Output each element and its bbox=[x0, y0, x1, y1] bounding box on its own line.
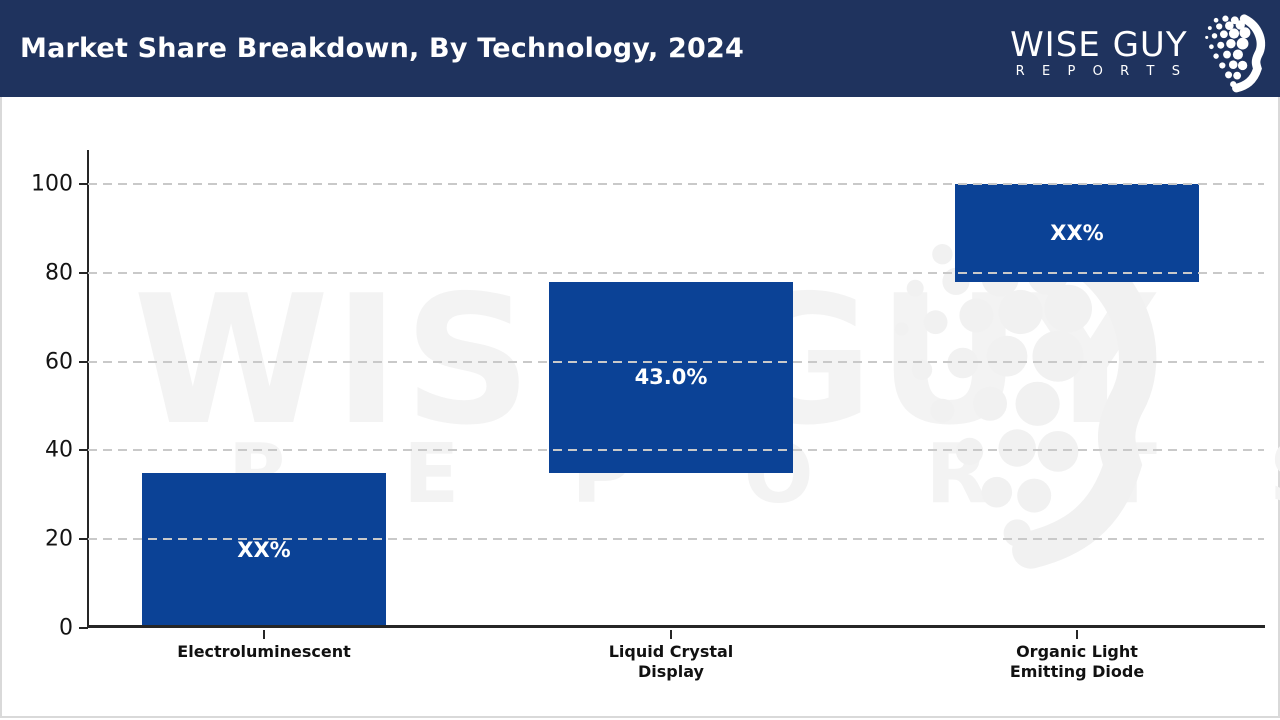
x-category-label-0: Electroluminescent bbox=[177, 642, 350, 662]
gridline-100 bbox=[88, 183, 1264, 185]
x-category-label-line: Electroluminescent bbox=[177, 642, 351, 661]
bar-value-label-2: XX% bbox=[1050, 220, 1104, 245]
y-tick-label-60: 60 bbox=[45, 349, 73, 375]
x-category-label-line: Organic Light bbox=[1016, 642, 1138, 661]
x-tick-mark-2 bbox=[1076, 630, 1078, 639]
y-tick-mark-20 bbox=[79, 538, 88, 541]
gridline-40 bbox=[88, 449, 1264, 452]
x-category-label-line: Emitting Diode bbox=[1009, 662, 1145, 681]
x-tick-mark-0 bbox=[263, 630, 265, 639]
x-category-label-line: Display bbox=[638, 662, 704, 681]
header-band: Market Share Breakdown, By Technology, 2… bbox=[0, 0, 1280, 97]
x-axis-line bbox=[87, 625, 1265, 628]
y-axis-line bbox=[87, 150, 89, 628]
gridline-60 bbox=[88, 360, 1264, 363]
y-tick-mark-0 bbox=[79, 627, 88, 629]
bar-value-label-0: XX% bbox=[237, 538, 291, 563]
bar-value-label-1: 43.0% bbox=[634, 365, 708, 390]
y-tick-mark-40 bbox=[79, 449, 88, 452]
x-category-label-1: Liquid Crystal Display bbox=[609, 642, 734, 682]
x-tick-mark-1 bbox=[670, 630, 672, 639]
y-tick-label-40: 40 bbox=[45, 437, 73, 463]
y-tick-mark-80 bbox=[79, 271, 88, 274]
brand-logo: WISE GUY R E P O R T S bbox=[1006, 6, 1266, 93]
y-tick-label-100: 100 bbox=[31, 171, 73, 197]
y-tick-mark-60 bbox=[79, 360, 88, 363]
chart-title: Market Share Breakdown, By Technology, 2… bbox=[20, 33, 745, 64]
y-tick-label-20: 20 bbox=[45, 526, 73, 552]
gridline-80 bbox=[88, 271, 1264, 274]
brand-logo-text: WISE GUY R E P O R T S bbox=[1010, 28, 1188, 79]
brand-logo-subtitle: R E P O R T S bbox=[1015, 64, 1188, 79]
brand-head-icon bbox=[1205, 14, 1266, 93]
bar-0 bbox=[142, 472, 386, 628]
x-category-label-line: Liquid Crystal bbox=[608, 642, 734, 661]
bar-1 bbox=[549, 281, 793, 473]
plot-area: WISE GUY R E P O R T S 020406080100XX%El… bbox=[0, 97, 1280, 720]
y-tick-mark-100 bbox=[79, 183, 88, 185]
y-tick-label-0: 0 bbox=[59, 615, 73, 641]
brand-logo-wordmark: WISE GUY bbox=[1010, 25, 1188, 65]
gridline-20 bbox=[88, 538, 1264, 541]
x-category-label-2: Organic Light Emitting Diode bbox=[1010, 642, 1144, 682]
y-tick-label-80: 80 bbox=[45, 260, 73, 286]
